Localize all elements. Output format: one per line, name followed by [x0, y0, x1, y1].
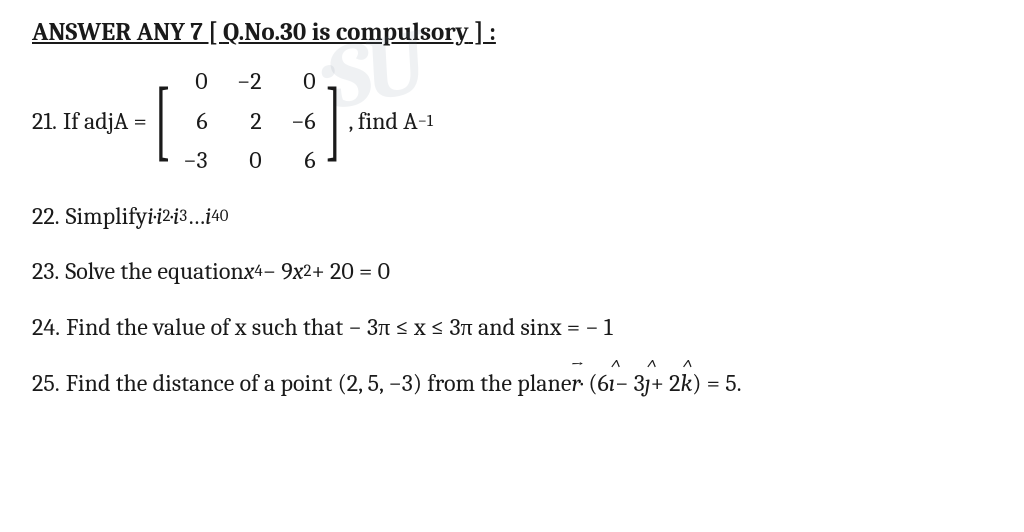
- question-22: 22. Simplify i · i2 · i3 … i40: [32, 200, 992, 234]
- q25-r: r: [571, 367, 580, 401]
- q23-text-a: Solve the equation: [65, 255, 243, 289]
- m-r3c3: 6: [288, 144, 316, 178]
- q25-tail: ) = 5.: [692, 367, 741, 401]
- q22-number: 22.: [32, 200, 60, 234]
- header-suffix: ] :: [469, 18, 496, 47]
- q25-dot: · (6: [581, 367, 609, 401]
- question-21: 21. If adjA = [ 0 −2 0 6 2 −6 −3 0 6 ] ,…: [32, 65, 992, 178]
- q21-tail-pre: , find A: [348, 105, 417, 139]
- question-24: 24. Find the value of x such that − 3π ≤…: [32, 311, 992, 345]
- q22-sup40: 40: [211, 205, 228, 229]
- q23-sup4: 4: [254, 260, 262, 284]
- matrix-left-bracket: [: [154, 86, 171, 156]
- m-r1c2: −2: [234, 65, 262, 99]
- m-r1c1: 0: [180, 65, 208, 99]
- q21-number: 21.: [32, 105, 57, 139]
- q24-number: 24.: [32, 311, 60, 345]
- m-r2c2: 2: [234, 105, 262, 139]
- q23-mid2: + 20 = 0: [311, 255, 390, 289]
- q21-tail-sup: −1: [418, 110, 433, 134]
- q25-text-a: Find the distance of a point (2, 5, −3) …: [66, 367, 572, 401]
- q25-k: k: [680, 367, 692, 401]
- q21-lead: If adjA =: [63, 105, 147, 139]
- q23-sup2: 2: [304, 260, 312, 284]
- q23-number: 23.: [32, 255, 59, 289]
- q21-matrix: [ 0 −2 0 6 2 −6 −3 0 6 ]: [147, 65, 349, 178]
- m-r1c3: 0: [288, 65, 316, 99]
- section-header: ANSWER ANY 7 [ Q.No.30 is compulsory ] :: [32, 18, 992, 47]
- q22-sup3: 3: [179, 205, 187, 229]
- q22-lead: Simplify: [66, 200, 148, 234]
- q25-number: 25.: [32, 367, 60, 401]
- q24-text: Find the value of x such that − 3π ≤ x ≤…: [66, 311, 612, 345]
- exam-page: ANSWER ANY 7 [ Q.No.30 is compulsory ] :…: [0, 0, 1024, 440]
- m-r2c1: 6: [180, 105, 208, 139]
- header-qno: Q.No.30 is compulsory: [223, 18, 469, 47]
- q23-x2: x: [293, 255, 304, 289]
- m-r3c1: −3: [180, 144, 208, 178]
- q22-sup2: 2: [163, 205, 171, 229]
- m-r2c3: −6: [288, 105, 316, 139]
- q25-j: ȷ: [645, 367, 651, 401]
- q25-i: ı: [609, 367, 615, 401]
- matrix-right-bracket: ]: [325, 86, 342, 156]
- q23-x4: x: [244, 255, 255, 289]
- question-25: 25. Find the distance of a point (2, 5, …: [32, 367, 992, 401]
- header-prefix: ANSWER ANY 7 [: [32, 18, 223, 47]
- m-r3c2: 0: [234, 144, 262, 178]
- q23-mid1: − 9: [263, 255, 293, 289]
- matrix-body: 0 −2 0 6 2 −6 −3 0 6: [178, 65, 318, 178]
- question-23: 23. Solve the equation x4 − 9 x2 + 20 = …: [32, 255, 992, 289]
- q22-dots: …: [187, 200, 205, 234]
